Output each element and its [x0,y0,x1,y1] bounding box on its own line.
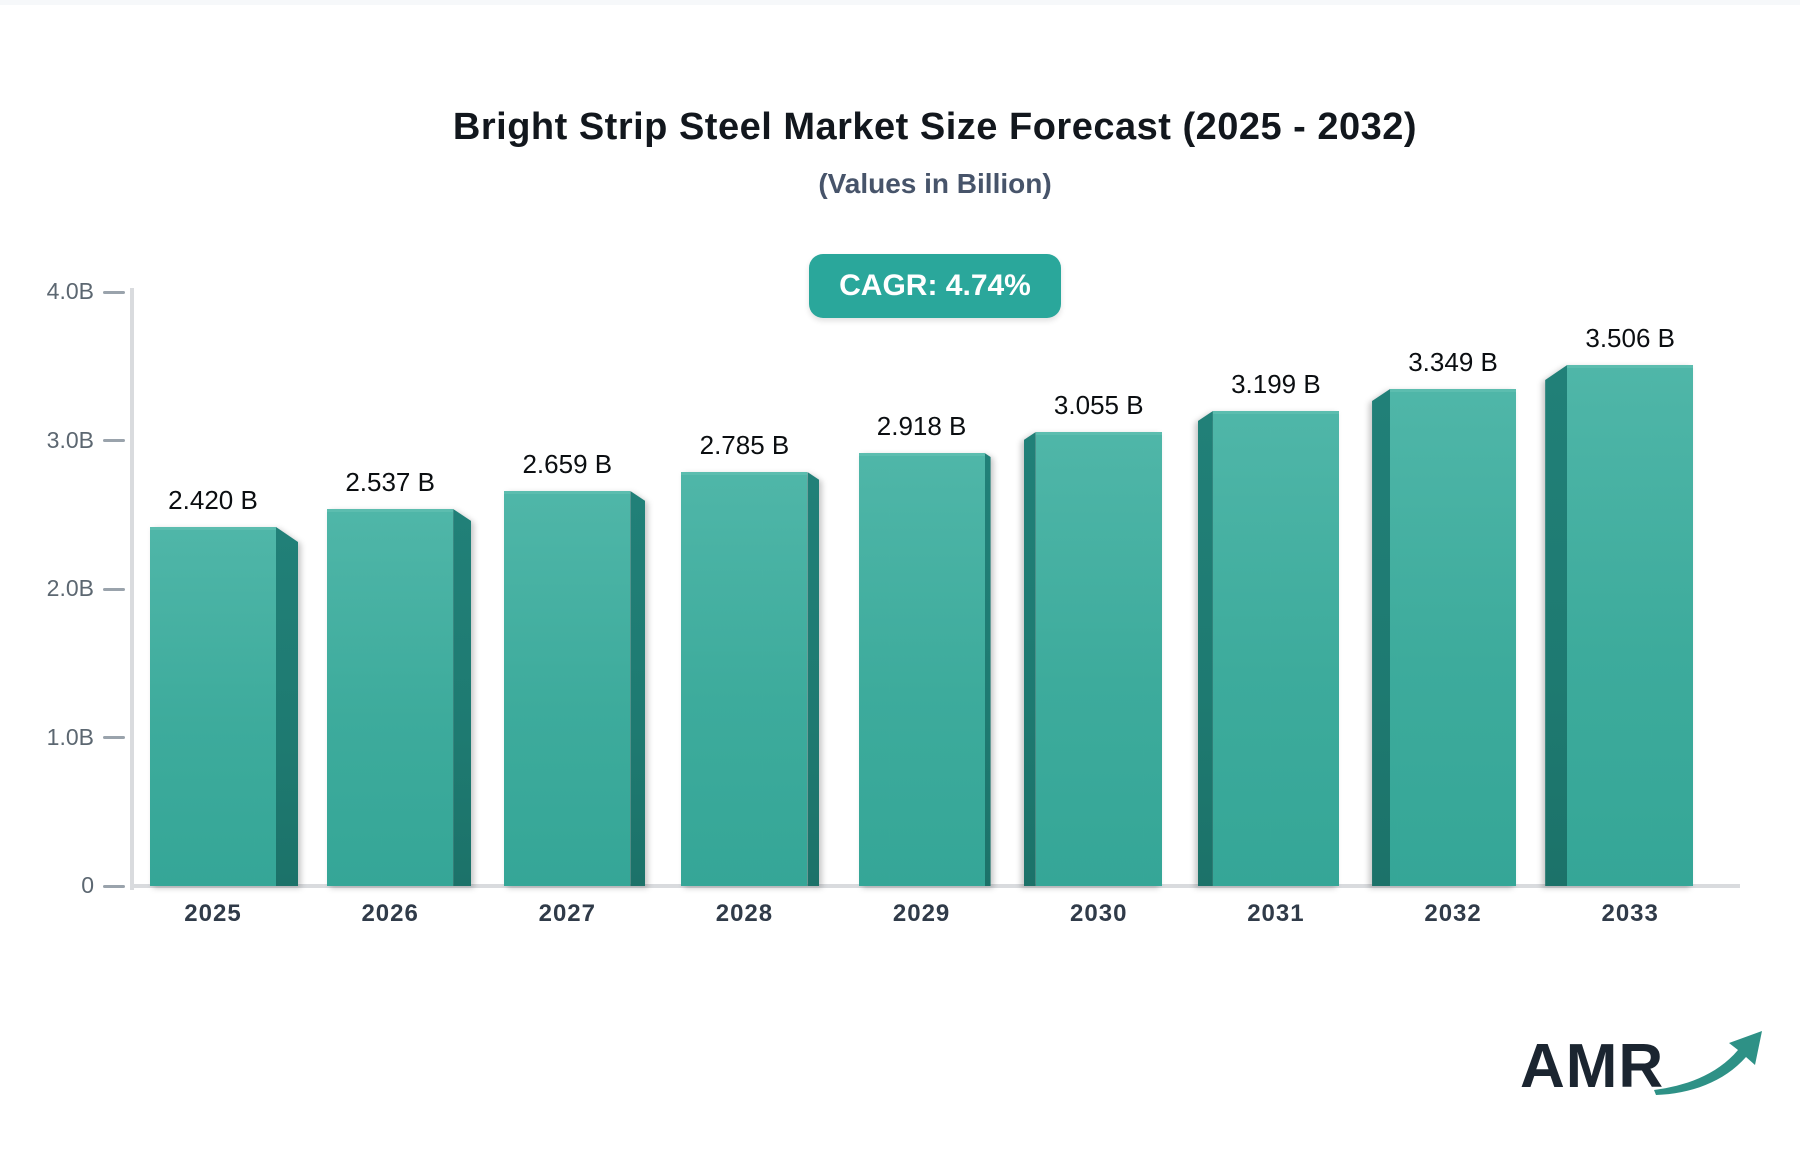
x-axis-label: 2027 [538,900,596,927]
page-top-strip [0,0,1800,5]
y-tick-mark [103,884,125,888]
bar-face [504,491,631,886]
bar-side-bevel [1372,389,1391,886]
x-axis-line [130,884,1740,888]
bar-value-label: 3.349 B [1408,347,1498,377]
y-axis-line [130,288,134,890]
bar-side-bevel [1197,411,1213,886]
x-axis-label: 2025 [184,900,242,927]
bar-2033 [1545,365,1694,886]
bar-face [681,472,808,886]
bar-value-label: 2.659 B [522,449,613,479]
bar-face [327,509,454,886]
bar-face [1035,432,1162,886]
cagr-badge-row: CAGR: 4.74% [130,254,1740,318]
bar-2028 [681,472,820,886]
x-axis-label: 2033 [1601,900,1659,927]
x-axis-label: 2032 [1424,900,1482,927]
y-tick-label: 3.0B [46,426,94,453]
x-axis-label: 2028 [715,900,774,927]
bar-face [858,453,985,886]
chart-subtitle: (Values in Billion) [818,168,1052,199]
bar-face [1212,411,1339,886]
bar-side-bevel [1023,432,1036,886]
growth-arrow-icon [1654,1031,1763,1095]
bar-face [1390,389,1517,886]
bar-2026 [327,509,472,886]
bar-2030 [1023,432,1162,886]
bar-side-bevel [1545,365,1568,886]
bar-value-label: 2.918 B [876,411,967,441]
y-tick-label: 1.0B [46,723,94,750]
y-tick-mark [103,587,125,591]
y-tick-mark [103,439,125,442]
y-tick-mark [103,290,125,294]
bar-2025 [150,527,298,886]
bar-face [150,527,276,886]
bar-value-label: 3.199 B [1231,369,1321,399]
bar-side-bevel [807,472,820,886]
bar-face [1567,365,1694,886]
bar-value-label: 3.055 B [1053,390,1144,420]
bar-side-bevel [453,509,472,886]
x-axis-label: 2026 [361,900,419,927]
bar-side-bevel [276,527,298,886]
bar-2029 [858,453,991,886]
x-axis-label: 2029 [892,900,951,927]
bar-side-bevel [630,491,646,886]
bar-value-label: 3.506 B [1585,323,1675,353]
bar-side-bevel [984,453,991,886]
y-tick-label: 2.0B [46,575,94,601]
y-tick-mark [103,736,125,739]
bar-2031 [1197,411,1339,886]
chart-title: Bright Strip Steel Market Size Forecast … [452,106,1418,148]
x-axis-label: 2031 [1247,900,1305,927]
bar-2027 [504,491,646,886]
bar-value-label: 2.420 B [168,485,258,515]
cagr-badge: CAGR: 4.74% [809,254,1061,318]
y-tick-label: 0 [81,872,94,898]
bar-value-label: 2.537 B [345,467,435,497]
x-axis-label: 2030 [1070,900,1128,927]
amr-logo: AMR [1520,1030,1770,1102]
bar-value-label: 2.785 B [699,430,790,460]
bar-2032 [1372,389,1517,886]
amr-logo-text: AMR [1520,1031,1665,1101]
y-tick-label: 4.0B [46,278,94,304]
